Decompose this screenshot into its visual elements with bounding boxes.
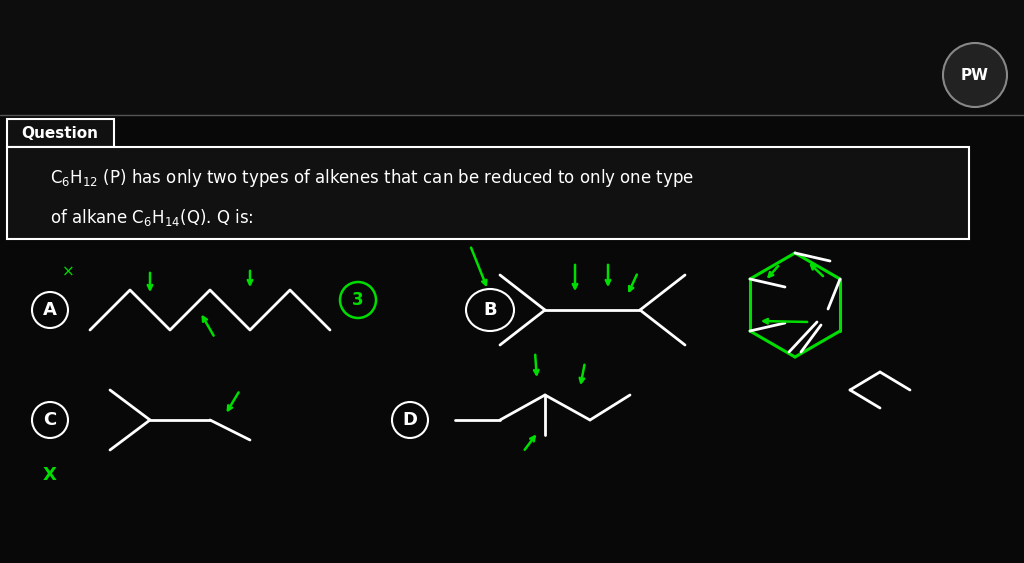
- Text: ×: ×: [61, 265, 75, 279]
- Text: Question: Question: [22, 126, 98, 141]
- Text: D: D: [402, 411, 418, 429]
- Text: C: C: [43, 411, 56, 429]
- FancyBboxPatch shape: [7, 147, 969, 239]
- Text: of alkane $\mathregular{C_6H_{14}}$(Q). Q is:: of alkane $\mathregular{C_6H_{14}}$(Q). …: [50, 208, 254, 229]
- Text: B: B: [483, 301, 497, 319]
- FancyBboxPatch shape: [7, 119, 114, 147]
- Text: 3: 3: [352, 291, 364, 309]
- Bar: [0, 0, 1024, 115]
- Text: $\mathregular{C_6H_{12}}$ (P) has only two types of alkenes that can be reduced : $\mathregular{C_6H_{12}}$ (P) has only t…: [50, 167, 694, 189]
- Circle shape: [943, 43, 1007, 107]
- Text: PW: PW: [961, 68, 989, 83]
- Text: A: A: [43, 301, 57, 319]
- Text: X: X: [43, 466, 57, 484]
